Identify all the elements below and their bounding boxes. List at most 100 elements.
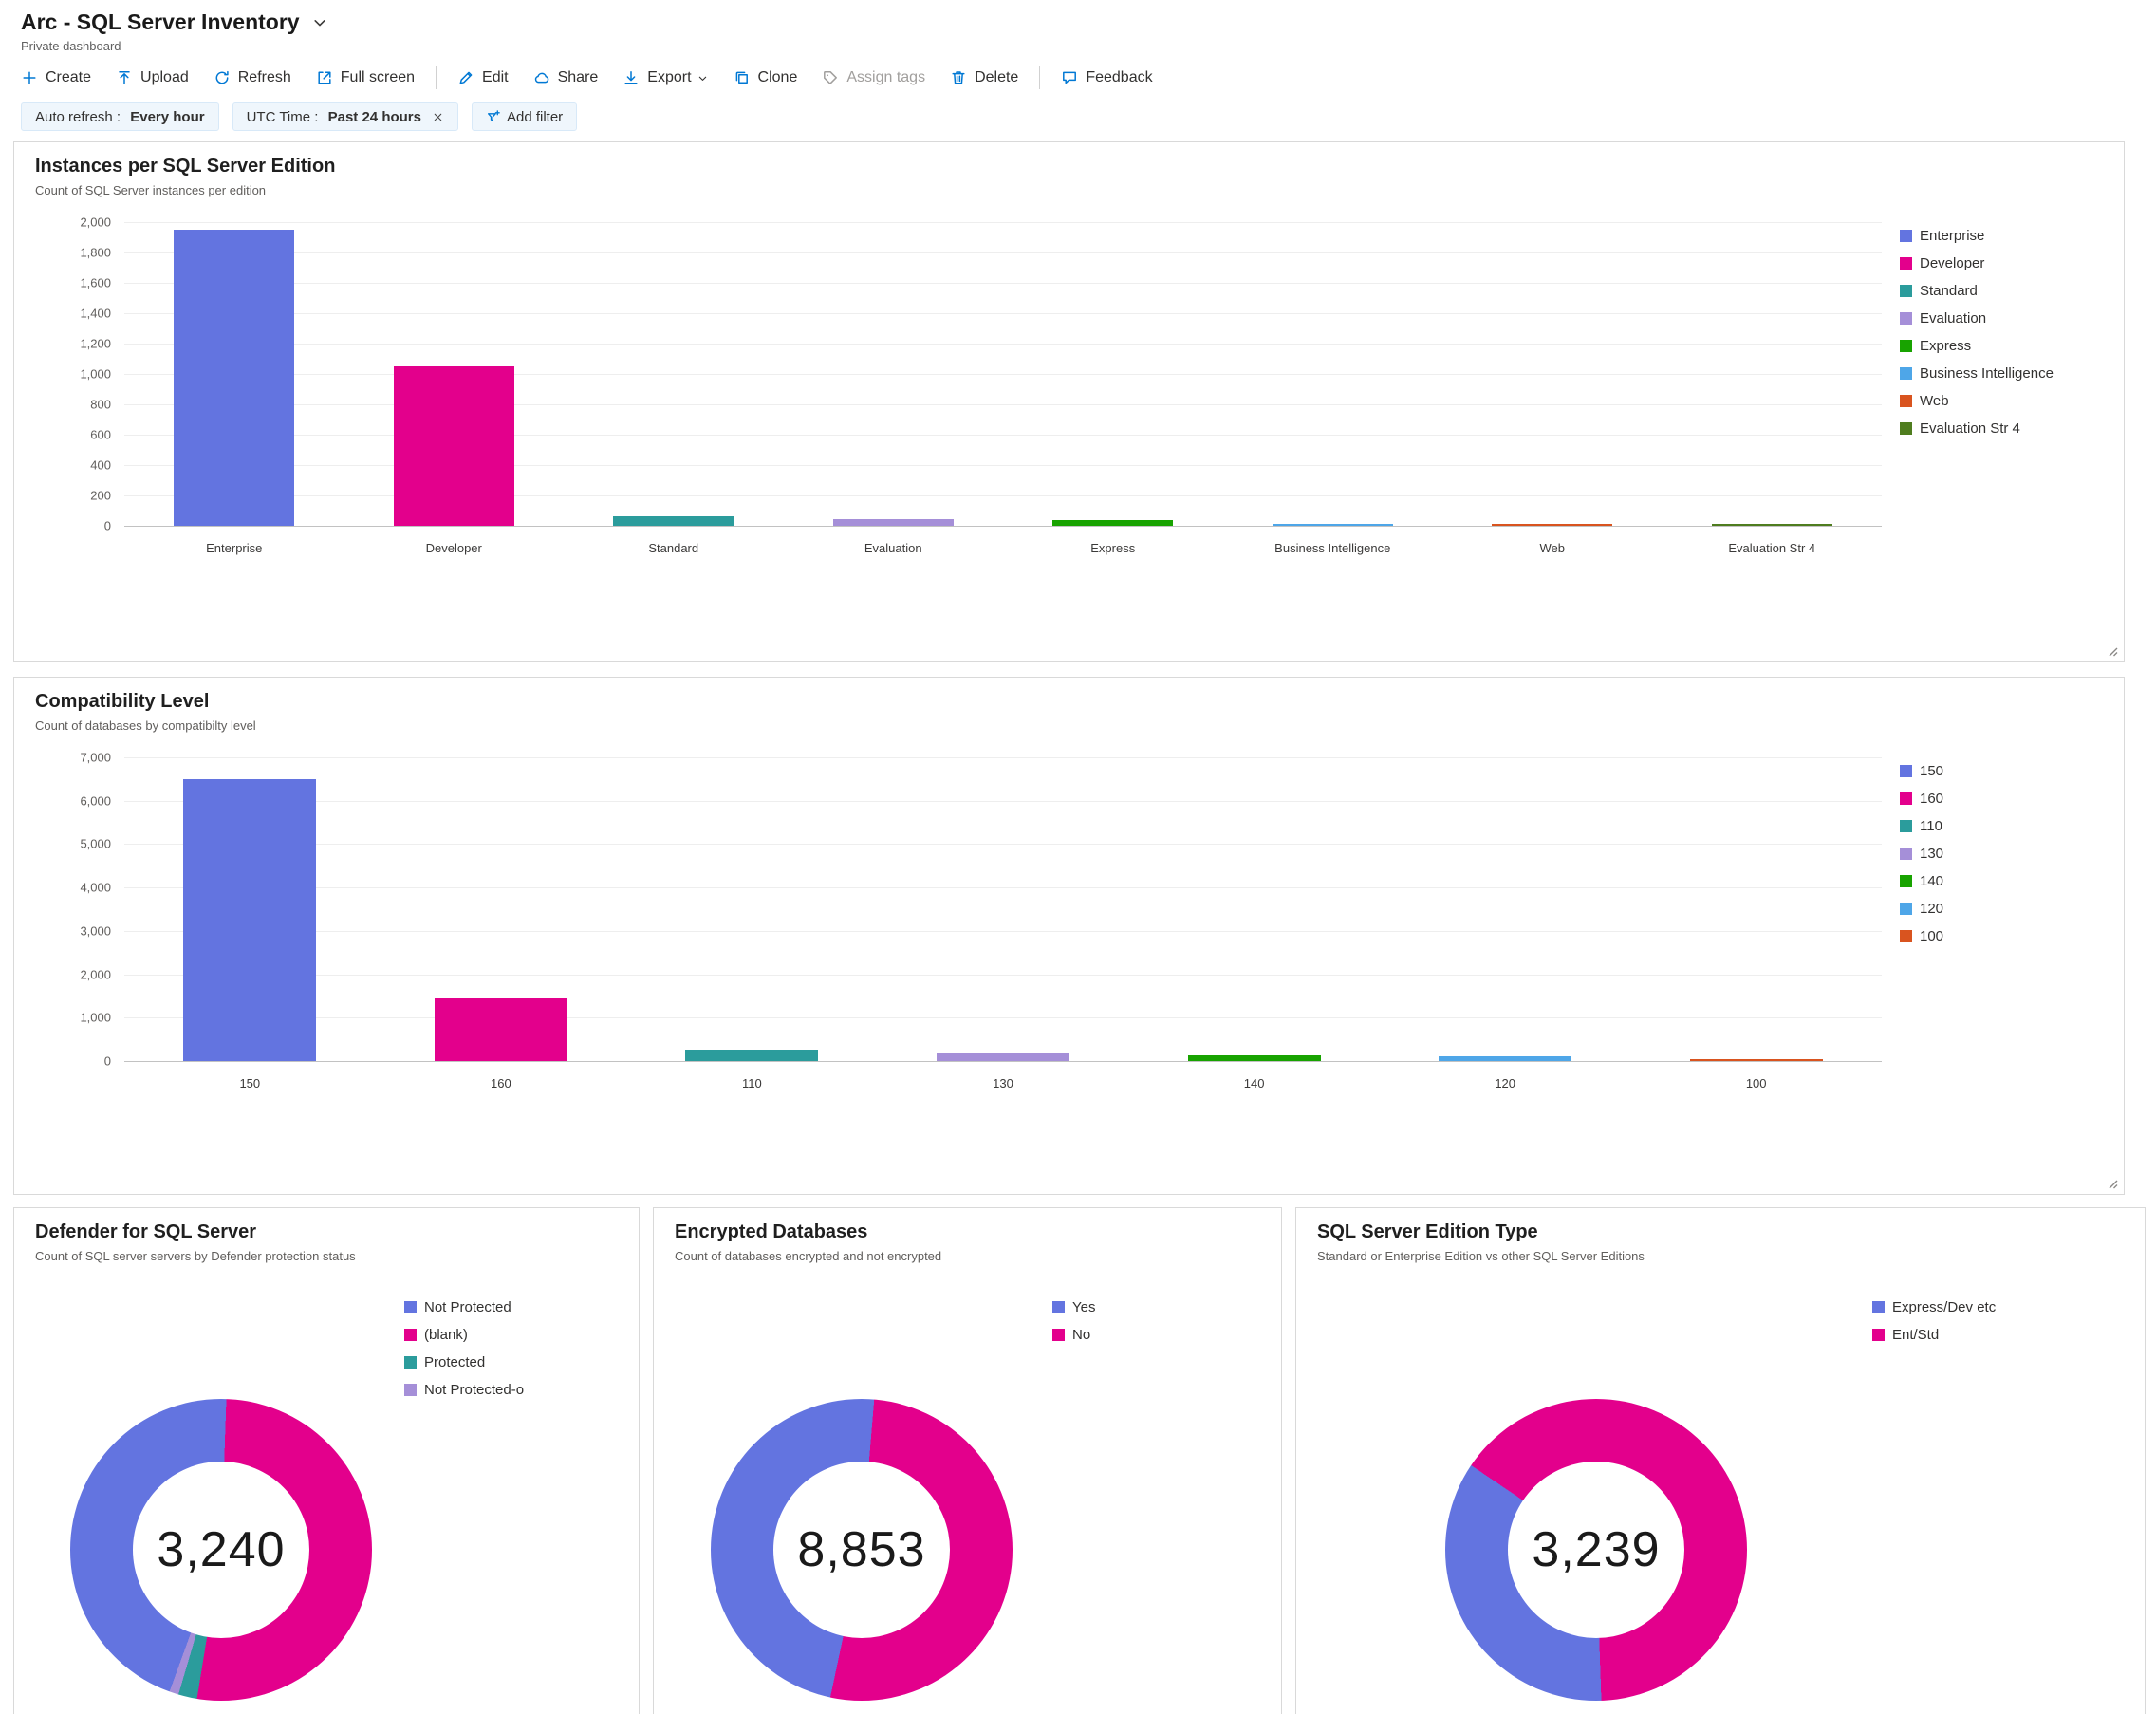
y-axis: 0 1,000 2,000 3,000 4,000 5,000 6,000 7,000 bbox=[14, 751, 111, 1069]
legend-item[interactable]: Evaluation Str 4 bbox=[1900, 415, 2054, 442]
resize-handle[interactable] bbox=[2106, 1177, 2119, 1190]
gridline bbox=[124, 1061, 1882, 1062]
legend-item[interactable]: (blank) bbox=[404, 1321, 524, 1349]
legend-item[interactable]: 130 bbox=[1900, 840, 1943, 867]
legend-item[interactable]: Yes bbox=[1052, 1294, 1095, 1321]
close-icon[interactable] bbox=[432, 111, 444, 123]
legend-item[interactable]: 120 bbox=[1900, 895, 1943, 922]
legend-item[interactable]: Not Protected bbox=[404, 1294, 524, 1321]
toolbar-label: Clone bbox=[757, 69, 798, 85]
bar-developer[interactable] bbox=[393, 366, 514, 526]
toolbar-full-screen-button[interactable]: Full screen bbox=[304, 63, 427, 93]
legend-label: Yes bbox=[1072, 1299, 1096, 1315]
bar-130[interactable] bbox=[937, 1053, 1069, 1061]
bar-120[interactable] bbox=[1439, 1055, 1572, 1061]
legend-swatch bbox=[1900, 422, 1912, 435]
toolbar-create-button[interactable]: Create bbox=[21, 63, 103, 93]
y-axis-label: 1,800 bbox=[80, 245, 111, 260]
donut-chart[interactable]: 3,240 bbox=[70, 1399, 372, 1701]
bar-100[interactable] bbox=[1689, 1059, 1823, 1061]
toolbar-clone-button[interactable]: Clone bbox=[721, 63, 810, 93]
tile-subtitle: Standard or Enterprise Edition vs other … bbox=[1317, 1249, 1645, 1263]
legend-swatch bbox=[1900, 395, 1912, 407]
legend-item[interactable]: Web bbox=[1900, 387, 2054, 415]
bar-web[interactable] bbox=[1492, 524, 1613, 526]
toolbar-delete-button[interactable]: Delete bbox=[938, 63, 1031, 93]
legend-item[interactable]: Business Intelligence bbox=[1900, 360, 2054, 387]
x-axis-label: 110 bbox=[742, 1076, 762, 1090]
legend-label: (blank) bbox=[424, 1327, 468, 1343]
gridline bbox=[124, 757, 1882, 758]
bar-evaluation[interactable] bbox=[832, 518, 954, 526]
toolbar-assign-tags-button[interactable]: Assign tags bbox=[809, 63, 938, 93]
resize-handle[interactable] bbox=[2106, 644, 2119, 658]
donut-total: 8,853 bbox=[797, 1522, 926, 1577]
share-icon bbox=[533, 69, 550, 86]
toolbar-feedback-button[interactable]: Feedback bbox=[1049, 63, 1164, 93]
legend-label: 160 bbox=[1920, 791, 1944, 807]
bar-110[interactable] bbox=[685, 1050, 819, 1061]
donut-chart[interactable]: 3,239 bbox=[1445, 1399, 1747, 1701]
legend-item[interactable]: 100 bbox=[1900, 922, 1943, 950]
filter-pill-1[interactable]: UTC Time : Past 24 hours bbox=[232, 102, 458, 131]
bar-standard[interactable] bbox=[613, 516, 734, 526]
toolbar-refresh-button[interactable]: Refresh bbox=[201, 63, 304, 93]
donut-total: 3,239 bbox=[1532, 1522, 1661, 1577]
donut-hole: 8,853 bbox=[773, 1462, 950, 1638]
toolbar-export-button[interactable]: Export bbox=[610, 63, 720, 93]
bar-evaluation-str-4[interactable] bbox=[1711, 524, 1832, 526]
toolbar-share-button[interactable]: Share bbox=[521, 63, 611, 93]
legend-label: Standard bbox=[1920, 283, 1978, 299]
legend-item[interactable]: Standard bbox=[1900, 277, 2054, 305]
x-axis-label: Enterprise bbox=[206, 541, 263, 555]
y-axis-label: 800 bbox=[90, 397, 111, 412]
filter-pill-0[interactable]: Auto refresh : Every hour bbox=[21, 102, 219, 131]
x-axis-label: Evaluation Str 4 bbox=[1728, 541, 1816, 555]
y-axis-label: 1,000 bbox=[80, 1010, 111, 1025]
bar-express[interactable] bbox=[1052, 519, 1174, 526]
legend-item[interactable]: Developer bbox=[1900, 250, 2054, 277]
toolbar-label: Feedback bbox=[1086, 69, 1153, 85]
toolbar-label: Export bbox=[647, 69, 692, 85]
chevron-down-icon[interactable] bbox=[311, 14, 328, 31]
legend-item[interactable]: 150 bbox=[1900, 757, 1943, 785]
tile-encrypted-databases: Encrypted Databases Count of databases e… bbox=[653, 1207, 1282, 1714]
gridline bbox=[124, 465, 1882, 466]
legend-item[interactable]: Express bbox=[1900, 332, 2054, 360]
legend-item[interactable]: Evaluation bbox=[1900, 305, 2054, 332]
legend-item[interactable]: 160 bbox=[1900, 785, 1943, 812]
toolbar-label: Assign tags bbox=[846, 69, 926, 85]
donut-chart[interactable]: 8,853 bbox=[711, 1399, 1013, 1701]
bar-150[interactable] bbox=[183, 778, 317, 1061]
gridline bbox=[124, 930, 1882, 932]
legend-label: No bbox=[1072, 1327, 1091, 1343]
tile-title: Encrypted Databases bbox=[675, 1221, 868, 1242]
legend-swatch bbox=[1900, 312, 1912, 325]
bar-chart-plot bbox=[124, 757, 1882, 1062]
legend-item[interactable]: Express/Dev etc bbox=[1872, 1294, 1996, 1321]
donut-hole: 3,240 bbox=[133, 1462, 309, 1638]
legend-item[interactable]: Enterprise bbox=[1900, 222, 2054, 250]
legend-label: Evaluation Str 4 bbox=[1920, 420, 2020, 437]
add-filter-button[interactable]: Add filter bbox=[471, 102, 578, 131]
bar-160[interactable] bbox=[434, 997, 567, 1061]
legend-item[interactable]: Not Protected-o bbox=[404, 1376, 524, 1404]
legend-label: 130 bbox=[1920, 846, 1944, 862]
legend-label: Protected bbox=[424, 1354, 486, 1370]
bar-enterprise[interactable] bbox=[174, 230, 295, 526]
toolbar-upload-button[interactable]: Upload bbox=[103, 63, 201, 93]
legend-item[interactable]: 140 bbox=[1900, 867, 1943, 895]
gridline bbox=[124, 252, 1882, 253]
legend-item[interactable]: No bbox=[1052, 1321, 1095, 1349]
legend-item[interactable]: Ent/Std bbox=[1872, 1321, 1996, 1349]
bar-140[interactable] bbox=[1187, 1054, 1321, 1061]
dashboard-header: Arc - SQL Server Inventory Private dashb… bbox=[21, 9, 328, 53]
legend-swatch bbox=[1900, 875, 1912, 887]
filter-pill-value: Every hour bbox=[130, 108, 205, 125]
toolbar-edit-button[interactable]: Edit bbox=[445, 63, 521, 93]
legend-item[interactable]: 110 bbox=[1900, 812, 1943, 840]
gridline bbox=[124, 1017, 1882, 1019]
legend-item[interactable]: Protected bbox=[404, 1349, 524, 1376]
bar-business-intelligence[interactable] bbox=[1272, 524, 1393, 526]
clone-icon bbox=[734, 69, 751, 86]
